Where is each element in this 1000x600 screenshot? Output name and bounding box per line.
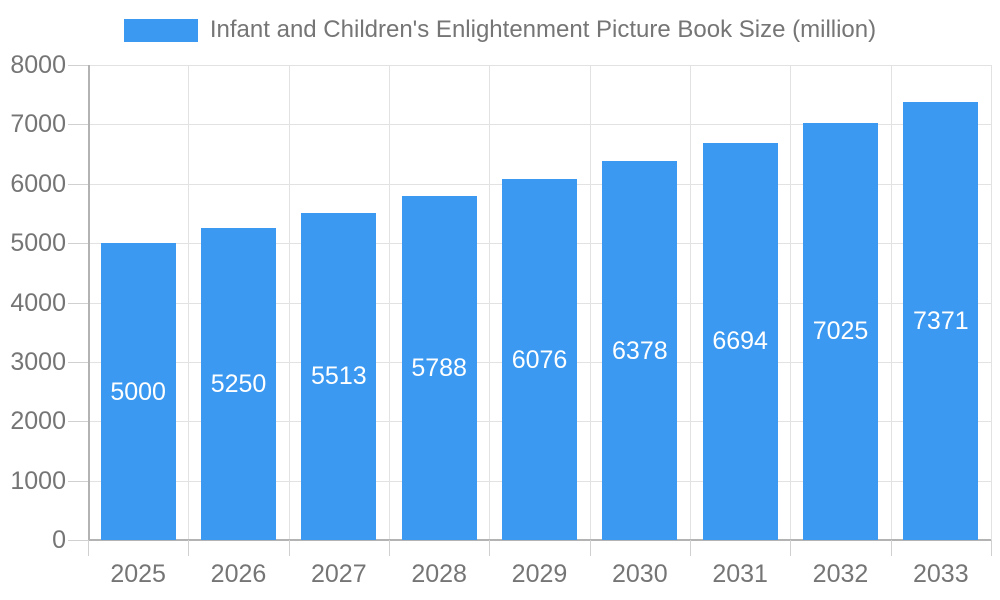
x-axis-tick-label: 2030 [612, 560, 668, 588]
bar[interactable]: 6076 [502, 179, 577, 540]
bar[interactable]: 5788 [401, 196, 477, 540]
legend-label: Infant and Children's Enlightenment Pict… [209, 16, 877, 43]
gridline-horizontal [88, 65, 991, 66]
y-axis-line [88, 65, 90, 540]
bar[interactable]: 7371 [903, 102, 979, 540]
bar[interactable]: 7025 [803, 122, 878, 540]
y-axis-tick [68, 243, 88, 245]
x-axis-tick [690, 540, 691, 556]
gridline-vertical [389, 65, 390, 540]
plot-area: 5000 5250 5513 5788 6076 6378 6694 7025 7371 [88, 65, 992, 541]
y-axis-tick [68, 302, 88, 304]
x-axis-tick [288, 540, 290, 556]
x-axis-tick-label: 2025 [110, 560, 166, 588]
bar-value-label: 7025 [812, 317, 869, 346]
bar-value-label: 6076 [511, 345, 568, 374]
x-axis-line [88, 539, 991, 541]
x-axis-tick-label: 2027 [311, 560, 367, 588]
y-axis-tick-label: 4000 [10, 288, 66, 317]
x-axis-tick [188, 540, 190, 556]
x-axis-tick [389, 540, 390, 556]
gridline-horizontal [88, 124, 991, 126]
x-axis-tick-label: 2029 [511, 560, 568, 588]
y-axis-tick [68, 480, 88, 482]
bar-value-label: 6378 [612, 336, 668, 365]
gridline-vertical [288, 65, 290, 540]
gridline-vertical [991, 65, 992, 540]
bar[interactable]: 6378 [602, 161, 678, 540]
legend: Infant and Children's Enlightenment Pict… [0, 16, 1000, 44]
y-axis-tick-label: 3000 [10, 347, 66, 376]
y-axis-tick-label: 1000 [10, 466, 66, 495]
x-axis-tick [489, 540, 491, 556]
bar-value-label: 7371 [913, 307, 969, 336]
y-axis-tick-label: 2000 [10, 407, 66, 436]
x-axis-tick-label: 2032 [812, 560, 869, 588]
y-axis-tick-label: 7000 [10, 110, 66, 139]
y-axis-tick-label: 6000 [10, 169, 66, 198]
bar[interactable]: 5513 [301, 212, 377, 540]
x-axis-tick-label: 2026 [210, 560, 267, 588]
gridline-vertical [690, 65, 691, 540]
legend-item[interactable]: Infant and Children's Enlightenment Pict… [123, 16, 877, 44]
x-axis-tick-label: 2028 [411, 560, 467, 588]
bar-value-label: 6694 [712, 327, 768, 356]
y-axis-tick [68, 124, 88, 126]
y-axis-tick [68, 421, 88, 423]
bar-value-label: 5788 [411, 354, 467, 383]
y-axis-tick-label: 8000 [10, 51, 66, 79]
bar-value-label: 5000 [110, 377, 166, 406]
x-axis-tick [890, 540, 892, 556]
x-axis-tick [589, 540, 591, 556]
x-axis-tick [790, 540, 792, 556]
gridline-vertical [790, 65, 792, 540]
bar-value-label: 5513 [311, 362, 367, 391]
x-axis-tick-label: 2031 [712, 560, 768, 588]
y-axis-tick [68, 65, 88, 66]
bar[interactable]: 5250 [201, 228, 276, 540]
y-axis-tick [68, 361, 88, 363]
x-axis-tick-label: 2033 [913, 560, 969, 588]
bar-value-label: 5250 [210, 370, 267, 399]
gridline-vertical [589, 65, 591, 540]
bar[interactable]: 5000 [100, 243, 176, 540]
y-axis-tick-label: 0 [52, 526, 66, 554]
gridline-vertical [188, 65, 190, 540]
gridline-vertical [489, 65, 491, 540]
legend-swatch-icon [123, 18, 198, 42]
y-axis-tick [68, 540, 88, 541]
y-axis-tick [68, 183, 88, 185]
y-axis-tick-label: 5000 [10, 229, 66, 258]
gridline-vertical [890, 65, 892, 540]
bar[interactable]: 6694 [702, 142, 778, 540]
x-axis-tick [991, 540, 992, 556]
x-axis-tick [88, 540, 89, 556]
